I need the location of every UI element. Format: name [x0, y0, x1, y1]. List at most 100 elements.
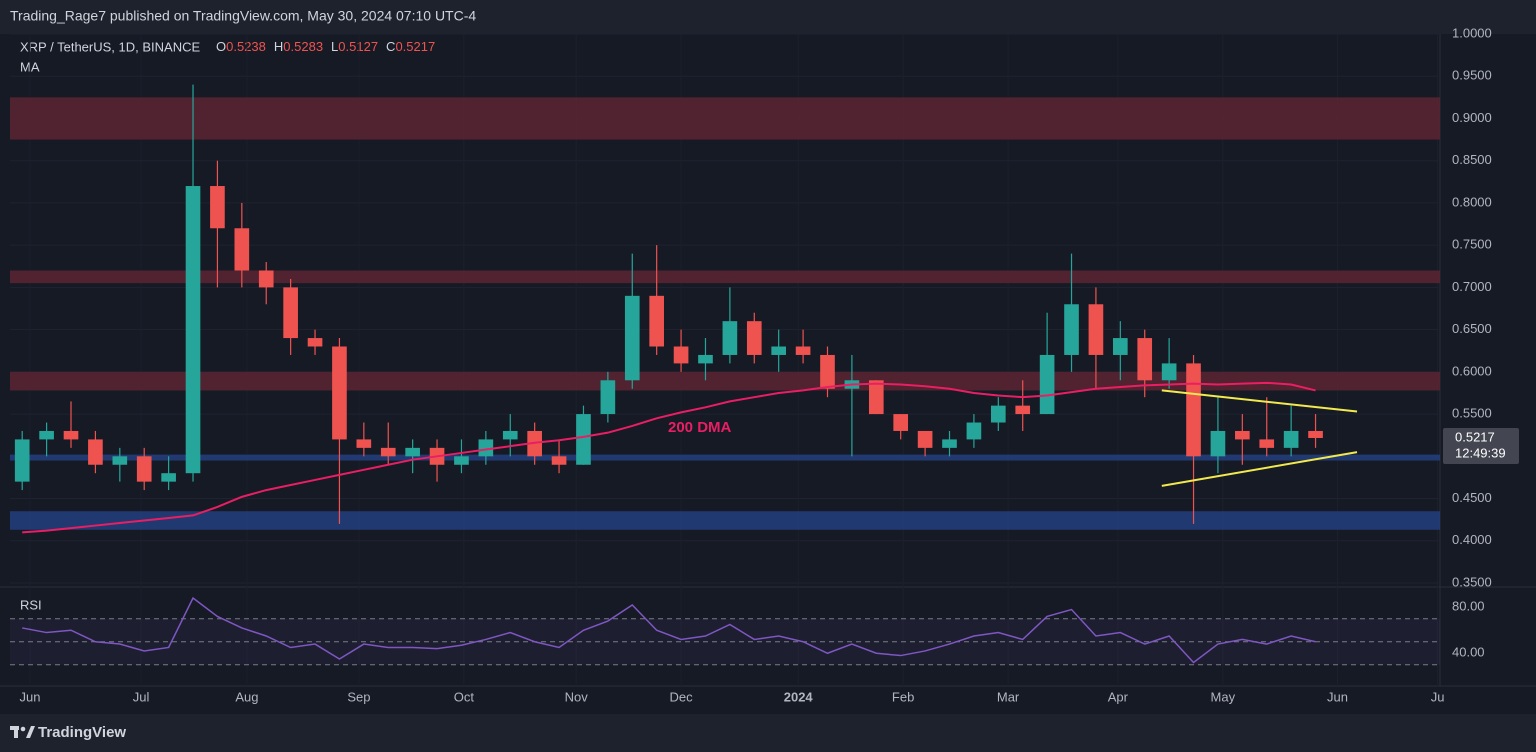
candle-body: [258, 270, 274, 288]
symbol: XRP / TetherUS, 1D, BINANCE: [20, 39, 200, 54]
price-zone: [10, 511, 1440, 530]
y-tick-label: 0.7500: [1452, 237, 1492, 252]
y-tick-label: 0.8000: [1452, 194, 1492, 209]
candle-body: [1259, 439, 1275, 448]
candle-body: [307, 338, 323, 347]
logo-part: [20, 726, 26, 732]
x-tick-label: Jul: [133, 689, 150, 704]
x-tick-label: 2024: [784, 689, 814, 704]
candle-body: [966, 422, 982, 440]
candle-body: [39, 430, 54, 440]
ma-label: 200 DMA: [668, 419, 732, 436]
y-tick-label: 0.5500: [1452, 406, 1492, 421]
candle-body: [112, 456, 128, 465]
candle-body: [893, 414, 909, 431]
candle-body: [771, 346, 787, 355]
x-tick-label: Sep: [347, 689, 370, 704]
x-tick-label: Jun: [20, 689, 41, 704]
candle-body: [1308, 430, 1323, 438]
candle-body: [1015, 405, 1031, 415]
top-bar: [0, 0, 1536, 34]
ohlc-value: 0.5283: [283, 39, 323, 54]
candle-body: [1064, 304, 1079, 355]
ohlc-value: 0.5238: [226, 39, 266, 54]
ohlc-key: C: [386, 39, 395, 54]
candle-body: [649, 295, 664, 347]
trendline: [1161, 451, 1358, 487]
candle-body: [161, 473, 176, 482]
candle-body: [1283, 430, 1299, 448]
candle-body: [673, 346, 689, 364]
rsi-title: RSI: [20, 597, 42, 612]
price-zone: [10, 97, 1440, 140]
candle-body: [698, 354, 713, 364]
y-tick-label: 0.8500: [1452, 152, 1492, 167]
y-tick-label: 0.6500: [1452, 321, 1492, 336]
y-tick-label: 0.9000: [1452, 110, 1492, 125]
candle-body: [746, 321, 762, 355]
brand-logo: [10, 726, 35, 738]
rsi-line: [22, 596, 1316, 664]
y-tick-label: 1.0000: [1452, 25, 1492, 40]
candle-body: [990, 405, 1006, 423]
x-tick-label: Feb: [892, 689, 914, 704]
candle-body: [14, 439, 30, 482]
candle-body: [88, 439, 103, 465]
last-price-box: [1443, 427, 1519, 464]
candle-body: [332, 346, 347, 440]
ohlc-value: 0.5217: [395, 39, 435, 54]
trendline: [1161, 389, 1358, 413]
brand: TradingView: [38, 724, 126, 741]
x-tick-label: Jun: [1327, 689, 1348, 704]
candle-body: [942, 439, 957, 448]
moving-average: [22, 381, 1316, 534]
candle-body: [478, 439, 494, 457]
rsi-tick-label: 40.00: [1452, 645, 1485, 660]
y-tick-label: 0.9500: [1452, 68, 1492, 83]
candle-body: [1137, 338, 1153, 381]
candle-body: [210, 186, 225, 229]
price-zone: [10, 371, 1440, 391]
candle-body: [917, 430, 933, 448]
candle-body: [1088, 304, 1104, 355]
x-tick-label: Nov: [565, 689, 589, 704]
candle-body: [502, 430, 518, 440]
rsi-tick-label: 80.00: [1452, 599, 1485, 614]
candle-body: [1186, 363, 1201, 457]
candle-body: [136, 456, 152, 482]
ohlc-key: L: [331, 39, 338, 54]
y-tick-label: 0.4500: [1452, 490, 1492, 505]
x-tick-label: Mar: [997, 689, 1020, 704]
candle-body: [234, 228, 250, 271]
candle-body: [63, 430, 79, 440]
candle-body: [283, 287, 298, 339]
ohlc: O0.5238 H0.5283 L0.5127 C0.5217: [216, 39, 435, 54]
candle-body: [356, 439, 372, 448]
x-tick-label: Oct: [454, 689, 475, 704]
y-tick-label: 0.7000: [1452, 279, 1492, 294]
ohlc-value: 0.5127: [338, 39, 378, 54]
y-tick-label: 0.6000: [1452, 363, 1492, 378]
candle-body: [600, 380, 616, 415]
last-price: 0.5217: [1455, 429, 1495, 444]
logo-part: [14, 726, 18, 738]
candle-body: [454, 456, 469, 465]
candle-body: [185, 186, 201, 474]
x-tick-label: Apr: [1108, 689, 1129, 704]
candle-body: [576, 414, 591, 465]
x-tick-label: Ju: [1431, 689, 1445, 704]
candle-body: [1113, 338, 1128, 355]
candle-body: [820, 354, 835, 389]
x-tick-label: Dec: [670, 689, 694, 704]
logo-part: [26, 726, 35, 738]
x-tick-label: Aug: [235, 689, 258, 704]
footer-bar: [0, 714, 1536, 752]
candle-body: [1235, 430, 1250, 440]
candle-body: [722, 321, 738, 355]
price-zone: [10, 454, 1440, 461]
candle-body: [1161, 363, 1177, 381]
y-tick-label: 0.3500: [1452, 574, 1492, 589]
candle-body: [868, 380, 884, 415]
